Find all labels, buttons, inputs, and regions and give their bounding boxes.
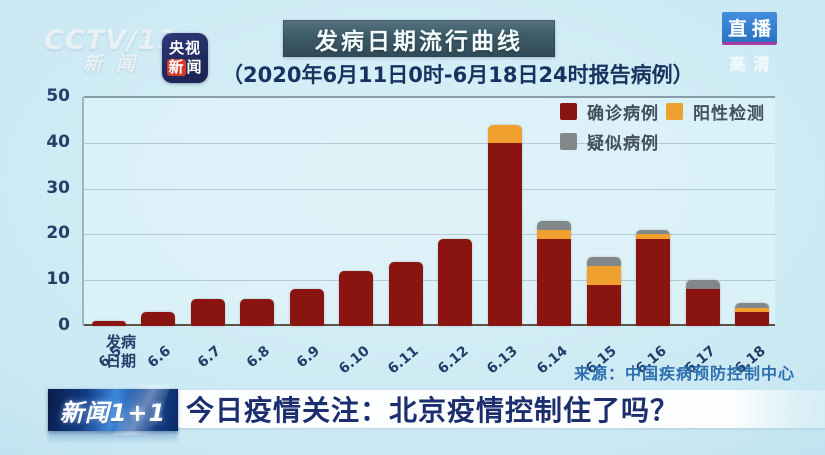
bar-segment-6.5-确诊病例 bbox=[91, 321, 126, 326]
plot-area bbox=[82, 96, 775, 326]
bar-segment-6.16-疑似病例 bbox=[636, 229, 671, 235]
legend-label: 确诊病例 bbox=[587, 104, 659, 124]
x-tick-6.14: 6.14 bbox=[533, 343, 571, 378]
bar-6.9 bbox=[289, 289, 324, 326]
program-logo-text: 新闻1+1 bbox=[59, 398, 167, 427]
cctv-news-app-logo: 央视 新 闻 bbox=[162, 33, 208, 83]
y-tick-30: 30 bbox=[46, 177, 70, 198]
app-logo-rest-char: 闻 bbox=[186, 57, 203, 76]
live-badge: 直播 bbox=[722, 12, 777, 45]
bar-segment-6.8-确诊病例 bbox=[240, 298, 275, 326]
chart-subtitle: （2020年6月11日0时-6月18日24时报告病例） bbox=[222, 63, 694, 87]
bar-6.6 bbox=[141, 312, 176, 326]
bar-segment-6.17-确诊病例 bbox=[685, 289, 720, 326]
gridline-10 bbox=[84, 280, 775, 282]
bar-segment-6.15-阳性检测 bbox=[586, 266, 621, 285]
bar-6.12 bbox=[438, 238, 473, 326]
legend-item-阳性检测: 阳性检测 bbox=[666, 99, 782, 124]
program-logo-reflection bbox=[48, 431, 178, 443]
app-logo-red-char: 新 bbox=[167, 57, 186, 76]
gridline-20 bbox=[84, 234, 775, 236]
bar-segment-6.9-确诊病例 bbox=[289, 289, 324, 326]
bar-segment-6.14-疑似病例 bbox=[537, 220, 572, 230]
app-logo-line1: 央视 bbox=[168, 39, 201, 58]
bar-segment-6.14-阳性检测 bbox=[537, 229, 572, 239]
bar-segment-6.18-确诊病例 bbox=[735, 312, 770, 326]
gridline-0 bbox=[84, 324, 775, 326]
x-tick-6.8: 6.8 bbox=[244, 343, 274, 372]
cctv13-watermark-line2: 新闻 bbox=[82, 53, 149, 76]
x-tick-6.10: 6.10 bbox=[335, 343, 373, 378]
app-logo-line2: 新 闻 bbox=[167, 57, 203, 76]
bar-6.15 bbox=[586, 257, 621, 326]
x-tick-6.11: 6.11 bbox=[385, 343, 423, 378]
headline-text: 今日疫情关注：北京疫情控制住了吗？ bbox=[186, 394, 680, 427]
bar-segment-6.18-疑似病例 bbox=[735, 303, 770, 308]
bar-segment-6.7-确诊病例 bbox=[190, 298, 225, 326]
x-axis-title-line2: 日期 bbox=[106, 351, 137, 370]
bar-6.14 bbox=[537, 220, 572, 326]
bar-6.7 bbox=[190, 298, 225, 326]
bar-6.5 bbox=[91, 321, 126, 326]
bar-6.11 bbox=[388, 261, 423, 326]
y-tick-20: 20 bbox=[46, 223, 70, 244]
x-tick-6.6: 6.6 bbox=[145, 343, 175, 372]
bar-6.16 bbox=[636, 229, 671, 326]
bar-6.8 bbox=[240, 298, 275, 326]
y-tick-50: 50 bbox=[46, 86, 70, 106]
bar-6.17 bbox=[685, 280, 720, 326]
legend-label: 疑似病例 bbox=[587, 134, 659, 154]
gridline-50 bbox=[84, 96, 775, 98]
program-logo-news1plus1: 新闻1+1 bbox=[48, 389, 178, 431]
bar-6.13 bbox=[487, 124, 522, 326]
bar-segment-6.11-确诊病例 bbox=[388, 261, 423, 326]
legend-item-疑似病例: 疑似病例 bbox=[560, 129, 666, 154]
legend: 确诊病例 阳性检测疑似病例 bbox=[560, 99, 788, 154]
bar-segment-6.12-确诊病例 bbox=[438, 238, 473, 326]
headline-band: 今日疫情关注：北京疫情控制住了吗？ bbox=[148, 390, 825, 428]
chart-title: 发病日期流行曲线 bbox=[315, 28, 523, 55]
bar-segment-6.15-确诊病例 bbox=[586, 284, 621, 326]
x-tick-6.9: 6.9 bbox=[293, 343, 324, 372]
bar-segment-6.14-确诊病例 bbox=[537, 238, 572, 326]
legend-item-确诊病例: 确诊病例 bbox=[560, 99, 666, 124]
bar-6.18 bbox=[735, 303, 770, 326]
gridline-30 bbox=[84, 188, 775, 190]
cctv13-watermark-line1: CCTV/13 bbox=[44, 25, 178, 56]
chart-title-banner: 发病日期流行曲线 bbox=[283, 20, 555, 57]
x-tick-6.7: 6.7 bbox=[194, 343, 225, 372]
x-axis-title-line1: 发病 bbox=[106, 333, 137, 351]
data-source: 来源：中国疾病预防控制中心 bbox=[574, 364, 796, 383]
bar-segment-6.13-阳性检测 bbox=[487, 124, 522, 143]
y-axis: 0 10 20 30 40 50 bbox=[38, 86, 76, 335]
bar-segment-6.16-阳性检测 bbox=[636, 234, 671, 239]
hd-watermark: 高清 bbox=[729, 55, 777, 75]
legend-swatch-icon bbox=[560, 133, 577, 150]
y-tick-40: 40 bbox=[46, 131, 70, 152]
legend-swatch-icon bbox=[666, 103, 683, 120]
gridline-40 bbox=[84, 142, 775, 144]
bar-segment-6.6-确诊病例 bbox=[141, 312, 176, 326]
x-axis-title: 发病 日期 bbox=[106, 333, 136, 371]
x-tick-6.13: 6.13 bbox=[484, 343, 522, 378]
cctv13-watermark: CCTV/13 新闻 bbox=[44, 25, 178, 76]
bar-segment-6.17-疑似病例 bbox=[685, 280, 720, 290]
bar-segment-6.15-疑似病例 bbox=[586, 257, 621, 267]
y-tick-10: 10 bbox=[46, 269, 70, 290]
x-tick-6.12: 6.12 bbox=[434, 343, 472, 378]
bar-segment-6.18-阳性检测 bbox=[735, 307, 770, 313]
bar-segment-6.13-确诊病例 bbox=[487, 142, 522, 326]
legend-swatch-icon bbox=[560, 103, 577, 120]
y-tick-0: 0 bbox=[58, 315, 70, 335]
bar-6.10 bbox=[339, 271, 374, 326]
legend-label: 阳性检测 bbox=[693, 104, 765, 124]
bar-segment-6.10-确诊病例 bbox=[339, 271, 374, 326]
bar-segment-6.16-确诊病例 bbox=[636, 238, 671, 326]
